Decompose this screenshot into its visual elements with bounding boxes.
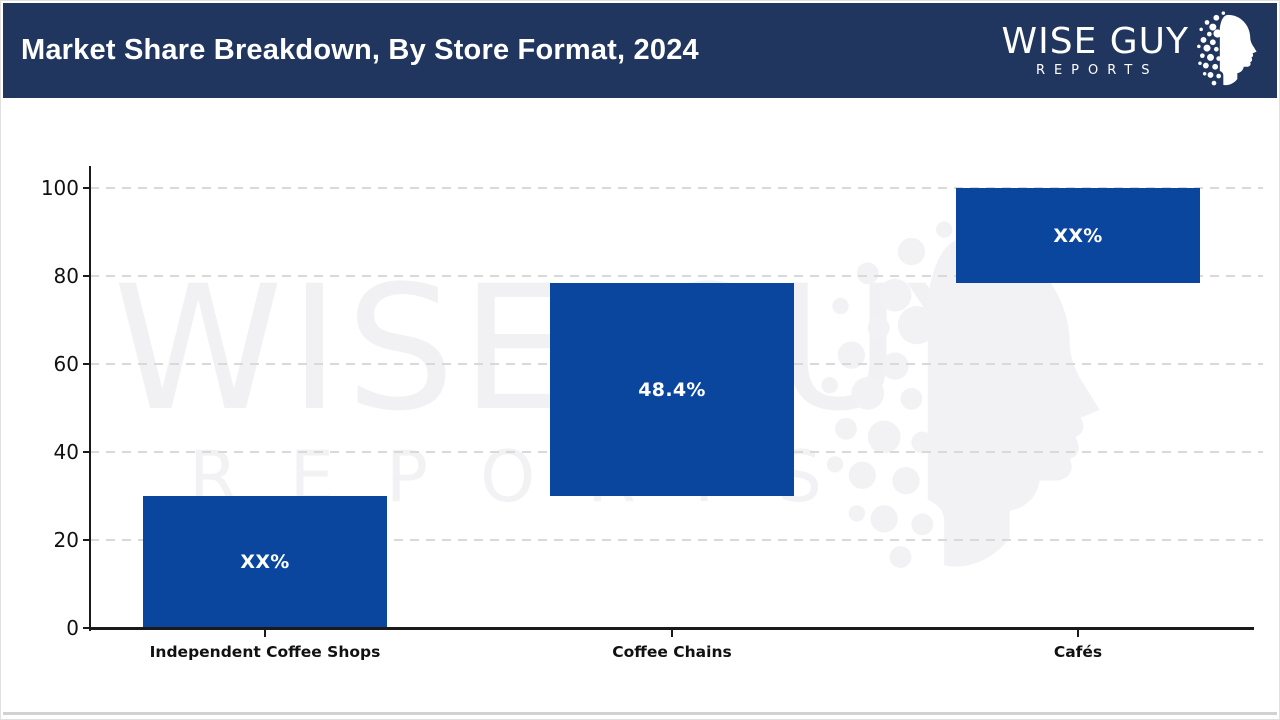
x-axis [89, 627, 1254, 630]
y-tick-label-100: 100 [40, 176, 79, 200]
bar-value-label: XX% [240, 551, 290, 573]
x-tick-1 [264, 630, 266, 637]
gridline-20 [90, 539, 1263, 541]
y-tick-label-0: 0 [66, 616, 79, 640]
y-tick-80 [83, 275, 89, 277]
x-tick-3 [1077, 630, 1079, 637]
y-tick-label-40: 40 [53, 440, 79, 464]
y-axis [89, 166, 91, 631]
gridline-100 [90, 187, 1263, 189]
y-tick-100 [83, 187, 89, 189]
category-label-3: Cafés [1053, 643, 1103, 661]
logo-text: WISE GUY REPORTS [1001, 20, 1190, 78]
y-tick-0 [83, 627, 89, 629]
chart-area: WISE GUY REPORTS 0 20 40 60 80 100 XX% 48.4% XX%… [1, 98, 1279, 719]
bar-value-label: 48.4% [638, 378, 706, 401]
y-tick-label-20: 20 [53, 528, 79, 552]
y-tick-60 [83, 363, 89, 365]
logo-wordmark: WISE GUY [1001, 20, 1189, 62]
bar-2: 48.4% [550, 283, 794, 496]
y-tick-label-60: 60 [53, 352, 79, 376]
y-tick-40 [83, 451, 89, 453]
bar-1: XX% [143, 496, 387, 628]
logo-subtext: REPORTS [1035, 62, 1159, 78]
gridline-80 [90, 275, 1263, 277]
y-tick-label-80: 80 [53, 264, 79, 288]
x-tick-2 [671, 630, 673, 637]
header-bar: Market Share Breakdown, By Store Format,… [3, 3, 1277, 98]
footer-divider [3, 712, 1277, 715]
category-label-1: Independent Coffee Shops [149, 643, 381, 661]
category-label-2: Coffee Chains [612, 643, 732, 661]
bar-value-label: XX% [1053, 224, 1103, 247]
page-title: Market Share Breakdown, By Store Format,… [21, 34, 699, 66]
y-tick-20 [83, 539, 89, 541]
logo-face-icon [1197, 10, 1257, 85]
bar-3: XX% [956, 188, 1200, 284]
wise-guy-logo: WISE GUY REPORTS [1002, 9, 1264, 93]
